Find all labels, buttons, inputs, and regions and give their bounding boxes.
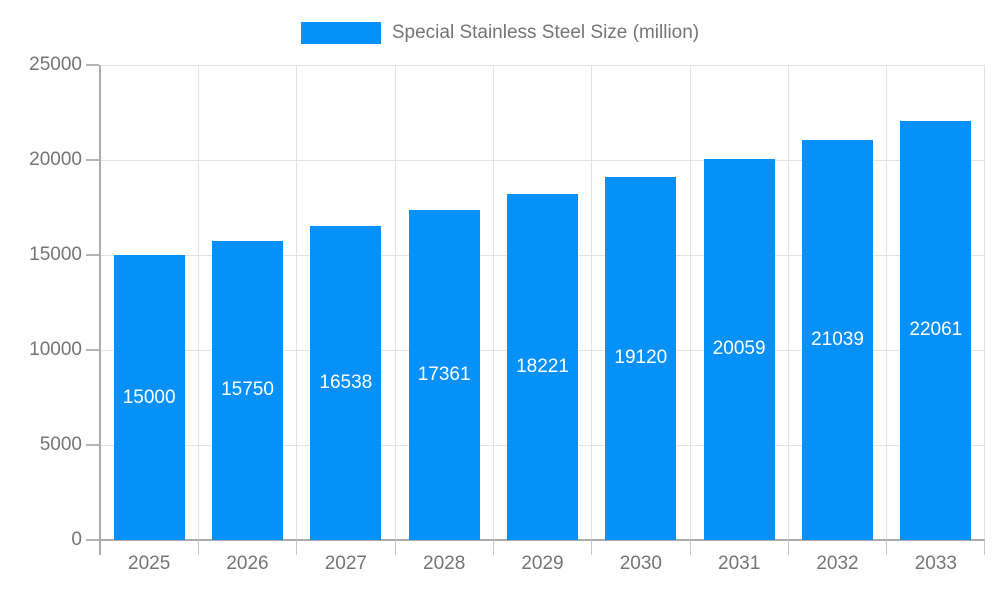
x-axis-line [100, 539, 985, 541]
gridline-vertical [787, 65, 789, 540]
x-axis-label: 2029 [521, 553, 564, 574]
bar-value-label: 15000 [122, 386, 176, 408]
x-axis-label: 2031 [718, 553, 761, 574]
bar-2033[interactable]: 22061 [900, 120, 972, 540]
y-axis-label: 20000 [29, 149, 82, 170]
gridline-vertical [296, 65, 298, 540]
x-axis-label: 2033 [914, 553, 957, 574]
y-axis-label: 15000 [29, 244, 82, 265]
x-axis-tick [197, 540, 199, 555]
bar-2026[interactable]: 15750 [212, 240, 283, 540]
bar-value-label: 20059 [712, 338, 766, 360]
bar-2025[interactable]: 15000 [113, 255, 185, 540]
gridline-horizontal [100, 159, 985, 161]
legend-label: Special Stainless Steel Size (million) [391, 22, 700, 43]
gridline-vertical [591, 65, 593, 540]
gridline-vertical [689, 65, 691, 540]
x-axis-tick [591, 540, 593, 555]
y-axis-tick [86, 254, 99, 256]
x-axis-tick [394, 540, 396, 555]
x-axis-label: 2028 [423, 553, 466, 574]
gridline-vertical [394, 65, 396, 540]
y-axis-tick [86, 444, 99, 446]
y-axis-tick [86, 64, 99, 66]
bar-value-label: 21039 [811, 329, 864, 351]
bar-value-label: 22061 [909, 319, 963, 341]
x-axis-tick [983, 540, 985, 555]
bar-value-label: 18221 [516, 355, 569, 377]
y-axis-line [99, 65, 101, 555]
y-axis-tick [86, 159, 99, 161]
y-axis-label: 10000 [29, 339, 82, 360]
bar-2027[interactable]: 16538 [310, 225, 382, 540]
bar-2028[interactable]: 17361 [408, 210, 480, 540]
bar-value-label: 15750 [221, 379, 274, 401]
x-axis-label: 2026 [226, 553, 269, 574]
gridline-vertical [886, 65, 888, 540]
y-axis-tick [86, 349, 99, 351]
x-axis-tick [296, 540, 298, 555]
bar-2031[interactable]: 20059 [703, 158, 775, 540]
y-axis-label: 25000 [29, 54, 82, 75]
gridline-horizontal [100, 64, 985, 66]
y-axis-tick [86, 539, 99, 541]
x-axis-tick [492, 540, 494, 555]
x-axis-label: 2030 [619, 553, 662, 574]
x-axis-label: 2032 [816, 553, 859, 574]
y-axis-label: 5000 [39, 434, 82, 455]
y-axis-label: 0 [71, 529, 82, 550]
x-axis-tick [689, 540, 691, 555]
gridline-vertical [492, 65, 494, 540]
plot-right-border [984, 65, 985, 540]
x-axis-label: 2025 [128, 553, 171, 574]
x-axis-label: 2027 [324, 553, 367, 574]
bar-2030[interactable]: 19120 [605, 176, 677, 540]
plot-area: 0 5000 10000 15000 20000 25000 2025 15000 2026 15… [29, 54, 985, 574]
x-axis-tick [787, 540, 789, 555]
bar-value-label: 17361 [417, 364, 471, 386]
x-axis-tick [886, 540, 888, 555]
bar-2032[interactable]: 21039 [802, 140, 873, 540]
legend-swatch-icon [300, 22, 381, 44]
bar-value-label: 16538 [319, 371, 373, 393]
gridline-vertical [197, 65, 199, 540]
bar-2029[interactable]: 18221 [507, 193, 578, 540]
legend-item[interactable]: Special Stainless Steel Size (million) [0, 22, 1000, 44]
bar-value-label: 19120 [614, 347, 668, 369]
